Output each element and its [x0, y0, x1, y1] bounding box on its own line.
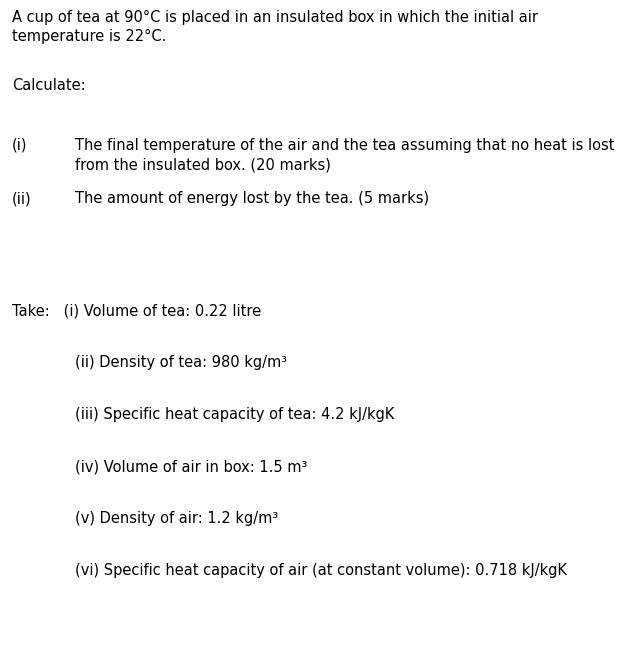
Text: Take:   (i) Volume of tea: 0.22 litre: Take: (i) Volume of tea: 0.22 litre: [12, 303, 261, 318]
Text: The amount of energy lost by the tea. (5 marks): The amount of energy lost by the tea. (5…: [75, 191, 429, 206]
Text: (ii) Density of tea: 980 kg/m³: (ii) Density of tea: 980 kg/m³: [75, 355, 287, 370]
Text: (vi) Specific heat capacity of air (at constant volume): 0.718 kJ/kgK: (vi) Specific heat capacity of air (at c…: [75, 563, 567, 578]
Text: The final temperature of the air and the tea assuming that no heat is lost: The final temperature of the air and the…: [75, 138, 615, 153]
Text: (i): (i): [12, 138, 27, 153]
Text: (iii) Specific heat capacity of tea: 4.2 kJ/kgK: (iii) Specific heat capacity of tea: 4.2…: [75, 407, 394, 422]
Text: (ii): (ii): [12, 191, 32, 206]
Text: A cup of tea at 90°C is placed in an insulated box in which the initial air: A cup of tea at 90°C is placed in an ins…: [12, 10, 538, 25]
Text: Calculate:: Calculate:: [12, 78, 85, 93]
Text: (v) Density of air: 1.2 kg/m³: (v) Density of air: 1.2 kg/m³: [75, 511, 278, 526]
Text: (iv) Volume of air in box: 1.5 m³: (iv) Volume of air in box: 1.5 m³: [75, 459, 308, 474]
Text: from the insulated box. (20 marks): from the insulated box. (20 marks): [75, 157, 331, 172]
Text: temperature is 22°C.: temperature is 22°C.: [12, 29, 167, 44]
